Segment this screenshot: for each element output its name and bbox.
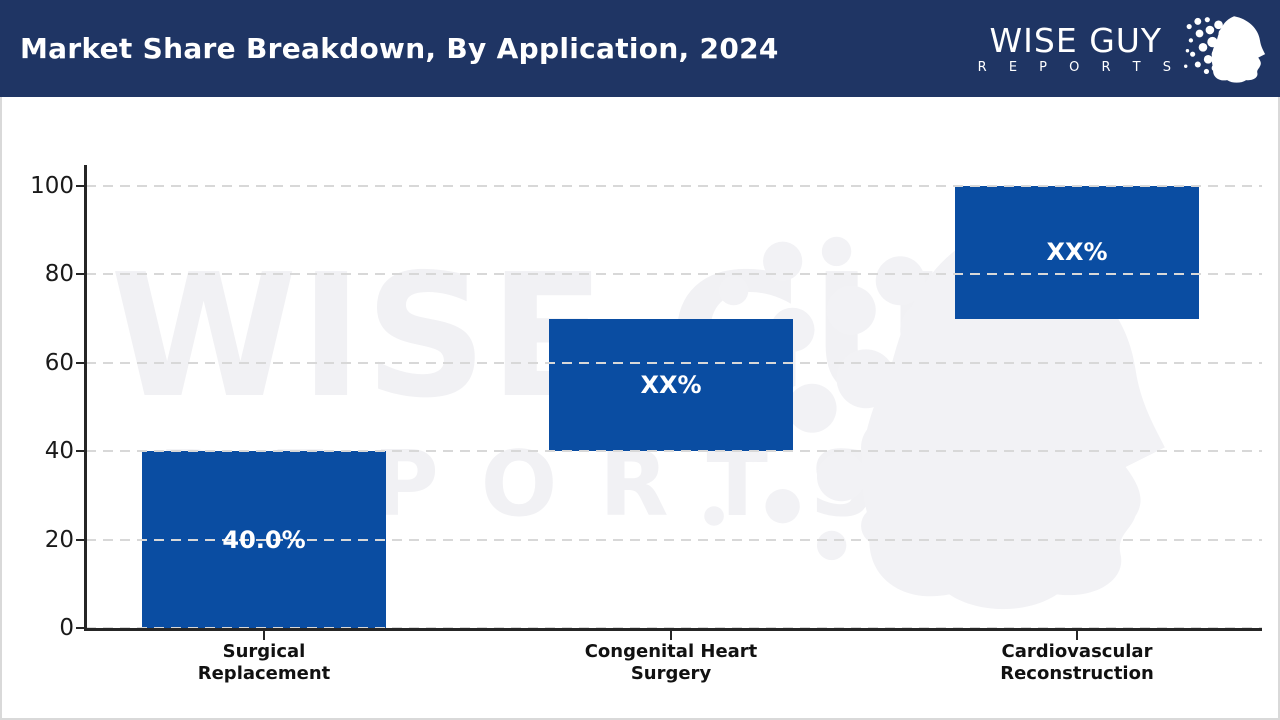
y-tick-label: 40 (44, 438, 74, 465)
y-tick-label: 20 (44, 526, 74, 553)
gridline (86, 273, 1262, 276)
wiseguy-logo: WISE GUY R E P O R T S (972, 13, 1266, 85)
y-tick-mark (76, 361, 86, 364)
bar-value-label: XX% (640, 370, 702, 399)
x-tick-mark (263, 631, 265, 640)
gridline (86, 185, 1262, 187)
gridline (86, 450, 1262, 453)
logo-subtitle: R E P O R T S (977, 59, 1180, 75)
y-tick-mark (76, 450, 86, 453)
page-title: Market Share Breakdown, By Application, … (20, 32, 779, 65)
bar-segment (955, 186, 1199, 319)
gridline (86, 538, 1262, 541)
logo-wordmark: WISE GUY (989, 20, 1163, 60)
x-axis-line (84, 628, 1262, 631)
x-category-label: Surgical Replacement (197, 641, 331, 684)
x-tick-mark (1076, 631, 1078, 640)
y-tick-label: 80 (44, 261, 74, 288)
x-category-label: Cardiovascular Reconstruction (1000, 641, 1154, 684)
y-tick-label: 0 (59, 615, 74, 641)
bar-segment (549, 318, 793, 452)
wiseguy-face-icon (1184, 15, 1266, 83)
y-tick-mark (76, 627, 86, 629)
gridline (86, 361, 1262, 364)
bar-value-label: 40.0% (222, 525, 306, 554)
x-tick-mark (670, 631, 672, 640)
bar-value-label: XX% (1046, 238, 1108, 267)
y-tick-mark (76, 185, 86, 187)
y-axis-line (84, 165, 87, 631)
y-tick-label: 60 (44, 349, 74, 376)
y-tick-mark (76, 538, 86, 541)
y-tick-mark (76, 273, 86, 276)
header-bar: Market Share Breakdown, By Application, … (0, 0, 1280, 97)
wiseguy-logo-text: WISE GUY R E P O R T S (972, 24, 1180, 74)
x-category-label: Congenital Heart Surgery (584, 641, 758, 684)
y-tick-label: 100 (30, 173, 74, 199)
